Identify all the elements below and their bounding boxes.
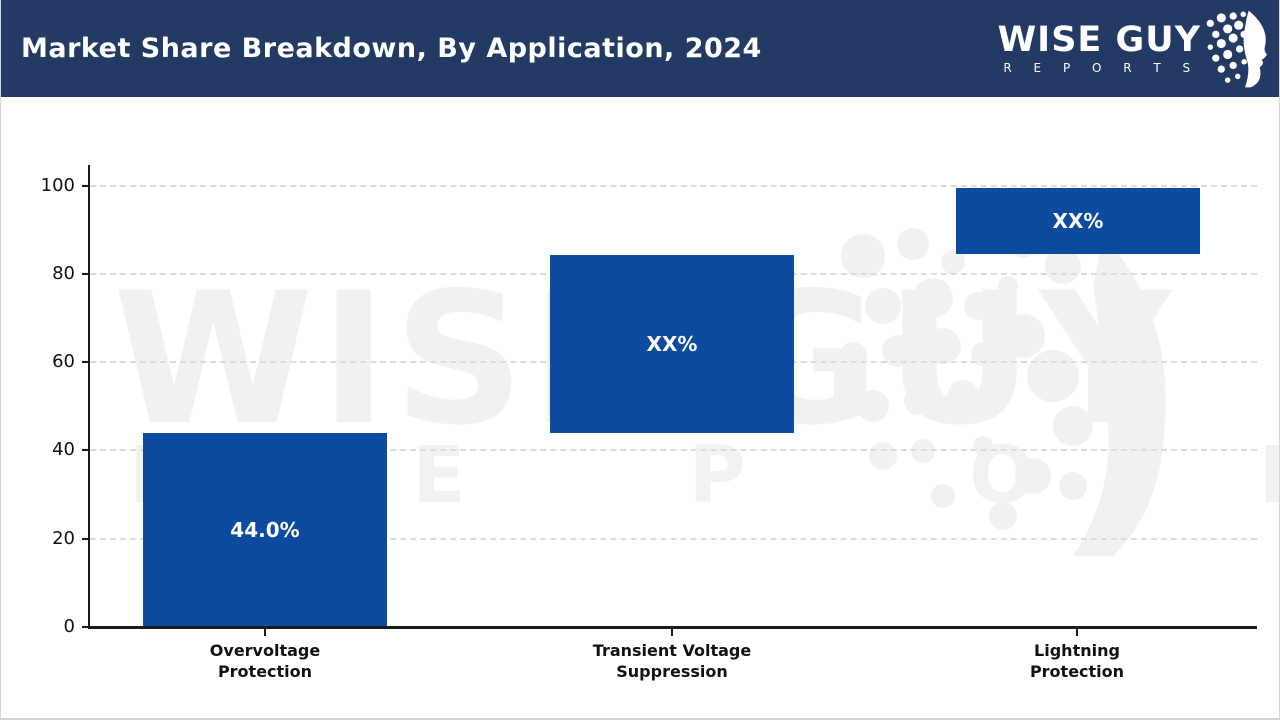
- x-axis-line: [88, 626, 1257, 629]
- y-tick-mark: [82, 361, 88, 363]
- x-category-line1: Lightning: [1034, 641, 1120, 660]
- x-category-label-lightning: Lightning Protection: [927, 640, 1227, 682]
- bar-value-label: 44.0%: [230, 518, 300, 542]
- x-category-label-transient: Transient Voltage Suppression: [522, 640, 822, 682]
- y-tick-label: 100: [40, 175, 75, 196]
- y-tick-label: 20: [52, 528, 75, 549]
- y-tick-label: 80: [52, 263, 75, 284]
- y-tick-label: 60: [52, 351, 75, 372]
- x-category-line2: Suppression: [616, 662, 728, 681]
- y-tick-label: 0: [63, 616, 75, 637]
- bar-value-label: XX%: [1052, 209, 1104, 233]
- dotted-head-logo-icon: [1206, 10, 1267, 87]
- watermark-dotted-head-icon: [839, 228, 1166, 556]
- brand-name: WISE GUY: [997, 20, 1201, 60]
- page-title: Market Share Breakdown, By Application, …: [21, 33, 762, 64]
- x-category-line2: Protection: [217, 662, 313, 681]
- x-tick-mark: [264, 629, 266, 636]
- bar-value-label: XX%: [646, 332, 698, 356]
- y-tick-mark: [82, 626, 88, 628]
- gridline-100: [90, 185, 1257, 187]
- y-tick-mark: [82, 273, 88, 275]
- brand-wordmark: WISE GUY R E P O R T S: [998, 22, 1201, 75]
- x-category-line1: Overvoltage: [209, 641, 321, 660]
- bar-overvoltage-protection: 44.0%: [143, 433, 387, 627]
- gridline-40: [90, 449, 1257, 451]
- x-tick-mark: [671, 629, 673, 636]
- bar-lightning-protection: XX%: [956, 188, 1200, 254]
- x-category-label-overvoltage: Overvoltage Protection: [115, 640, 415, 682]
- brand-subname: R E P O R T S: [1003, 61, 1200, 75]
- gridline-20: [90, 538, 1257, 540]
- header-bar: Market Share Breakdown, By Application, …: [1, 0, 1279, 97]
- x-tick-mark: [1076, 629, 1078, 636]
- y-tick-mark: [82, 538, 88, 540]
- y-tick-mark: [82, 449, 88, 451]
- y-axis-line: [88, 165, 90, 628]
- y-tick-label: 40: [52, 439, 75, 460]
- x-category-line1: Transient Voltage: [592, 641, 752, 660]
- y-tick-mark: [82, 185, 88, 187]
- x-category-line2: Protection: [1029, 662, 1125, 681]
- brand-logo: WISE GUY R E P O R T S: [998, 8, 1279, 90]
- bar-transient-voltage-suppression: XX%: [550, 255, 794, 433]
